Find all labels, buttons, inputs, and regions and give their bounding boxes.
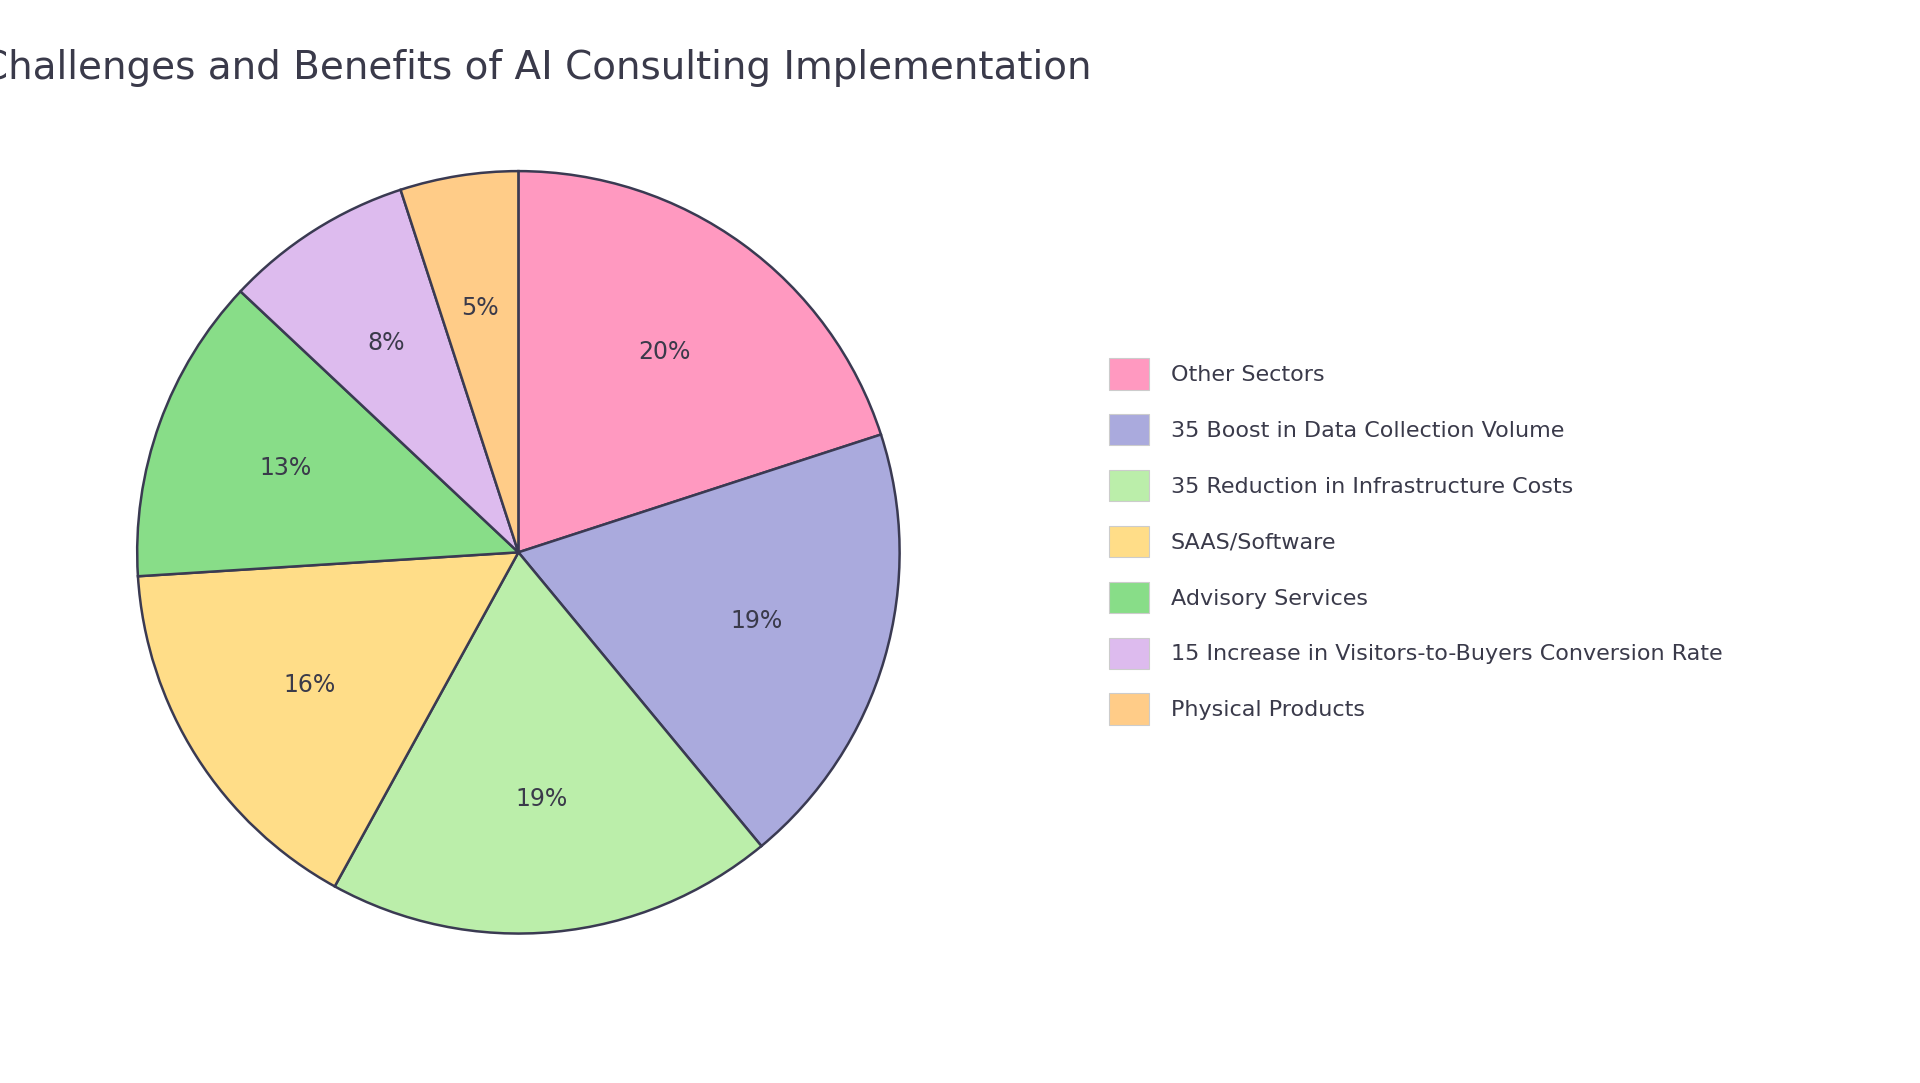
- Text: 8%: 8%: [367, 331, 405, 355]
- Text: Challenges and Benefits of AI Consulting Implementation: Challenges and Benefits of AI Consulting…: [0, 49, 1091, 87]
- Wedge shape: [138, 552, 518, 886]
- Wedge shape: [240, 190, 518, 552]
- Text: 5%: 5%: [461, 296, 499, 319]
- Text: 19%: 19%: [516, 787, 568, 811]
- Text: 16%: 16%: [282, 674, 336, 697]
- Wedge shape: [401, 171, 518, 552]
- Legend: Other Sectors, 35 Boost in Data Collection Volume, 35 Reduction in Infrastructur: Other Sectors, 35 Boost in Data Collecti…: [1087, 336, 1745, 747]
- Text: 20%: 20%: [637, 340, 689, 364]
- Wedge shape: [518, 171, 881, 552]
- Text: 13%: 13%: [259, 456, 311, 481]
- Text: 19%: 19%: [730, 610, 783, 634]
- Wedge shape: [518, 434, 900, 846]
- Wedge shape: [136, 291, 518, 576]
- Wedge shape: [334, 552, 762, 934]
